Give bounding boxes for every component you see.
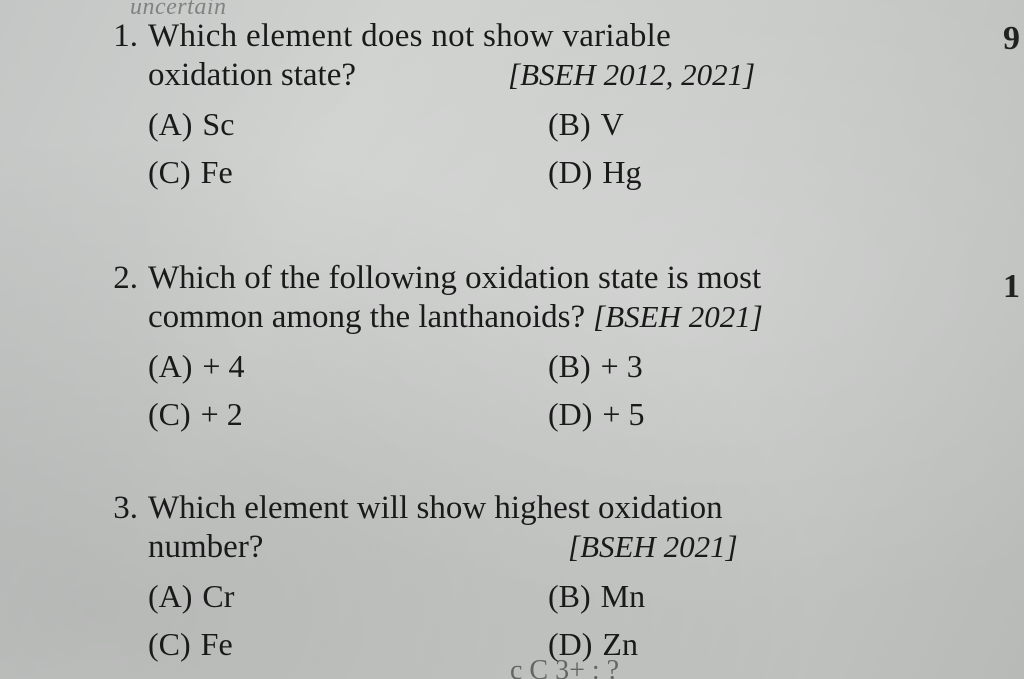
option-2b-label: (B) (548, 342, 591, 390)
question-1-number: 1. (90, 18, 148, 55)
option-1b: (B) V (548, 100, 994, 148)
question-1-source-tag: [BSEH 2012, 2021] (478, 57, 994, 93)
option-1d-value: Hg (602, 148, 641, 196)
option-2d-label: (D) (548, 390, 592, 438)
question-3: 3. Which element will show highest oxida… (90, 488, 994, 668)
question-2-text: Which of the following oxidation state i… (148, 258, 761, 299)
option-2b: (B) + 3 (548, 342, 994, 390)
edge-number-mid: 1 (1003, 268, 1020, 306)
option-2a: (A) + 4 (148, 342, 548, 390)
option-2b-value: + 3 (601, 342, 643, 390)
question-3-source-tag: [BSEH 2021] (568, 529, 994, 565)
question-1-text: Which element does not show variable (148, 16, 671, 57)
option-1d: (D) Hg (548, 148, 994, 196)
question-2: 2. Which of the following oxidation stat… (90, 258, 994, 438)
option-3c-label: (C) (148, 620, 191, 668)
option-2a-label: (A) (148, 342, 192, 390)
question-1-line2: oxidation state? [BSEH 2012, 2021] (148, 57, 994, 94)
question-1-line1: 1. Which element does not show variable (90, 16, 994, 57)
question-2-line2: common among the lanthanoids? [BSEH 2021… (148, 299, 994, 336)
option-1a-value: Sc (202, 100, 234, 148)
question-1-options: (A) Sc (B) V (C) Fe (D) Hg (148, 100, 994, 196)
edge-number-top: 9 (1003, 20, 1020, 58)
option-1c-label: (C) (148, 148, 191, 196)
option-3b: (B) Mn (548, 572, 994, 620)
option-1a: (A) Sc (148, 100, 548, 148)
option-1a-label: (A) (148, 100, 192, 148)
option-3b-value: Mn (601, 572, 645, 620)
option-3b-label: (B) (548, 572, 591, 620)
question-2-line1: 2. Which of the following oxidation stat… (90, 258, 994, 299)
question-2-options: (A) + 4 (B) + 3 (C) + 2 (D) + 5 (148, 342, 994, 438)
question-1: 1. Which element does not show variable … (90, 16, 994, 196)
option-3a-value: Cr (202, 572, 234, 620)
question-1-text-cont: oxidation state? (148, 57, 478, 94)
exam-page: uncertain 9 1 1. Which element does not … (0, 0, 1024, 679)
option-3c-value: Fe (201, 620, 233, 668)
question-2-text-cont: common among the lanthanoids? (148, 299, 585, 336)
option-1b-value: V (601, 100, 624, 148)
option-2d: (D) + 5 (548, 390, 994, 438)
option-1c-value: Fe (201, 148, 233, 196)
question-2-number: 2. (90, 260, 148, 297)
option-3c: (C) Fe (148, 620, 548, 668)
question-3-options: (A) Cr (B) Mn (C) Fe (D) Zn (148, 572, 994, 668)
question-3-line1: 3. Which element will show highest oxida… (90, 488, 994, 529)
question-3-text-cont: number? (148, 529, 568, 566)
option-1c: (C) Fe (148, 148, 548, 196)
question-3-number: 3. (90, 490, 148, 527)
option-2c-value: + 2 (201, 390, 243, 438)
question-3-text: Which element will show highest oxidatio… (148, 488, 723, 529)
option-1b-label: (B) (548, 100, 591, 148)
option-3a-label: (A) (148, 572, 192, 620)
question-2-source-tag: [BSEH 2021] (593, 299, 763, 335)
option-2c-label: (C) (148, 390, 191, 438)
cutoff-text-bottom: c C 3+ : ? (510, 655, 619, 679)
question-3-line2: number? [BSEH 2021] (148, 529, 994, 566)
option-1d-label: (D) (548, 148, 592, 196)
option-3a: (A) Cr (148, 572, 548, 620)
option-2c: (C) + 2 (148, 390, 548, 438)
option-2d-value: + 5 (602, 390, 644, 438)
option-2a-value: + 4 (202, 342, 244, 390)
